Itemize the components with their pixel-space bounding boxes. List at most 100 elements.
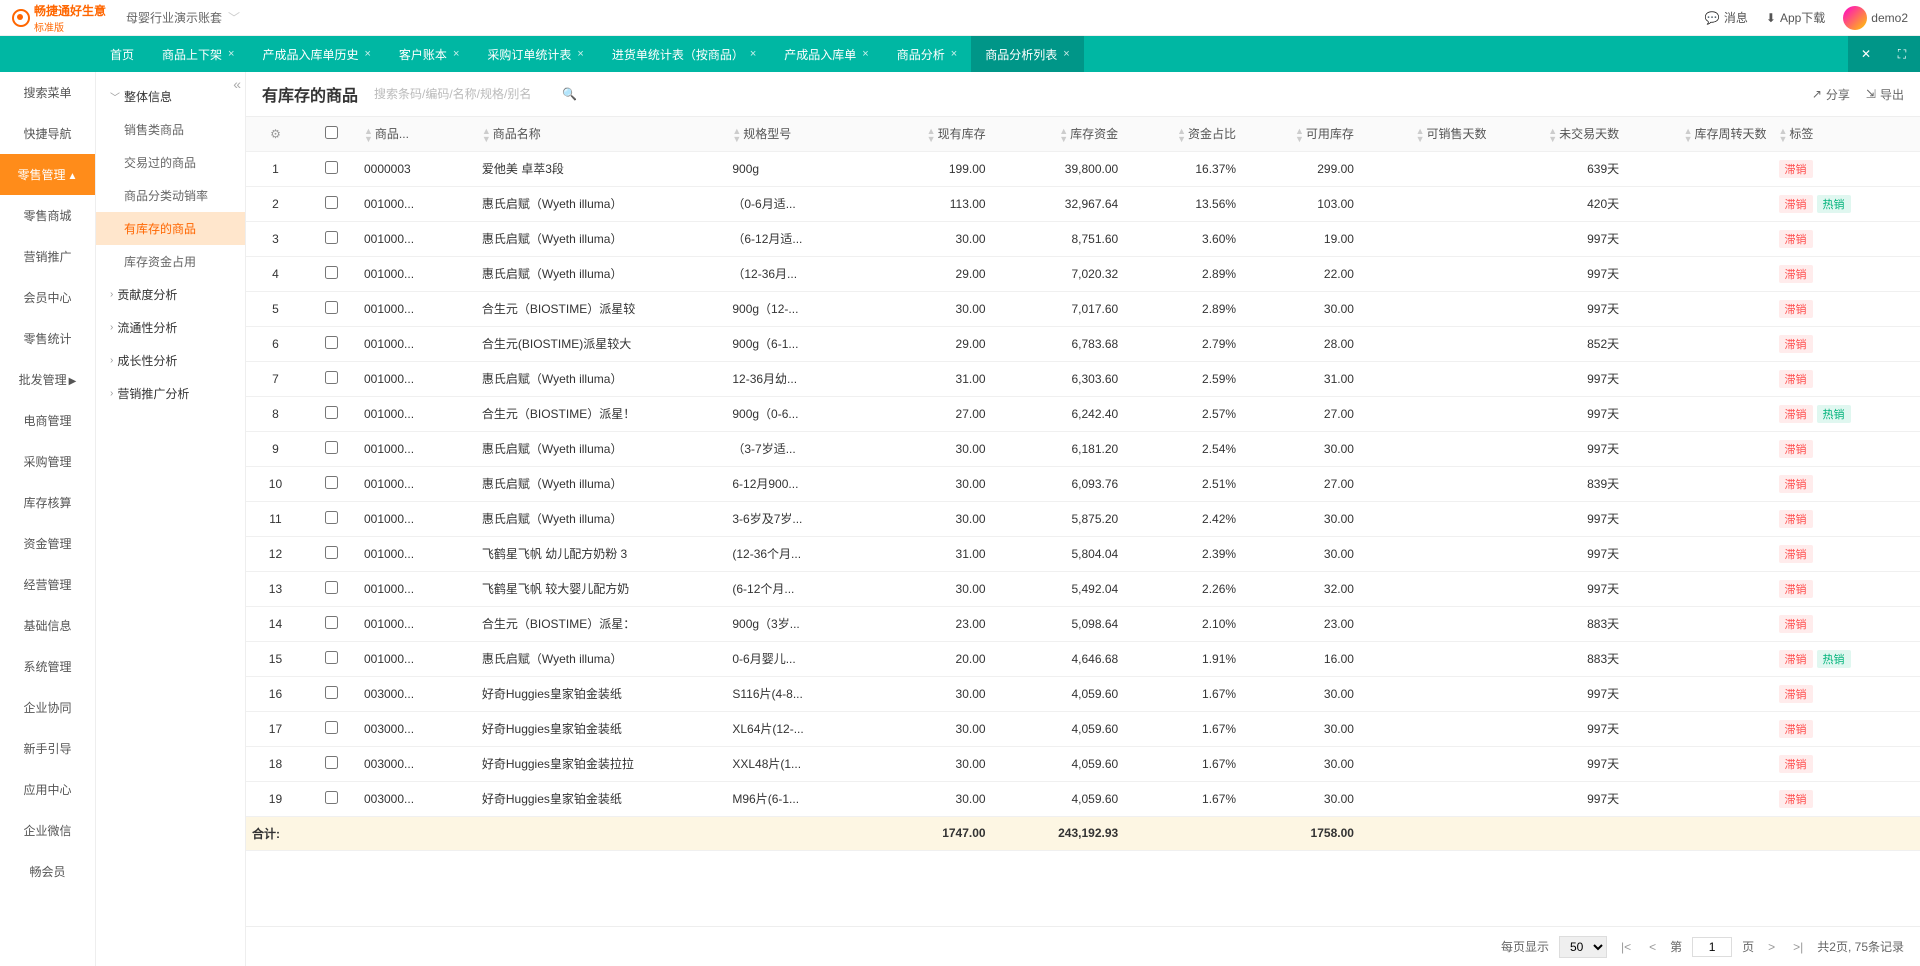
col-turnover[interactable]: ▲▼库存周转天数: [1625, 117, 1772, 151]
close-icon[interactable]: ×: [364, 48, 370, 60]
nav-零售统计[interactable]: 零售统计: [0, 318, 95, 359]
nav-经营管理[interactable]: 经营管理: [0, 564, 95, 605]
nav-电商管理[interactable]: 电商管理: [0, 400, 95, 441]
nav-应用中心[interactable]: 应用中心: [0, 769, 95, 810]
app-download-link[interactable]: ⬇ App下载: [1766, 9, 1825, 26]
leaf-销售类商品[interactable]: 销售类商品: [96, 113, 245, 146]
nav-营销推广[interactable]: 营销推广: [0, 236, 95, 277]
row-checkbox[interactable]: [325, 756, 338, 769]
nav-畅会员[interactable]: 畅会员: [0, 851, 95, 892]
close-icon[interactable]: ×: [1063, 48, 1069, 60]
tab-进货单统计表（按商品）[interactable]: 进货单统计表（按商品）×: [598, 36, 770, 72]
table-row[interactable]: 3001000...惠氏启赋（Wyeth illuma）（6-12月适...30…: [246, 221, 1920, 256]
nav-采购管理[interactable]: 采购管理: [0, 441, 95, 482]
account-selector[interactable]: 母婴行业演示账套 ﹀: [126, 9, 240, 26]
nav-快捷导航[interactable]: 快捷导航: [0, 113, 95, 154]
table-row[interactable]: 15001000...惠氏启赋（Wyeth illuma）0-6月婴儿...20…: [246, 641, 1920, 676]
table-row[interactable]: 2001000...惠氏启赋（Wyeth illuma）（0-6月适...113…: [246, 186, 1920, 221]
tab-产成品入库单历史[interactable]: 产成品入库单历史×: [248, 36, 384, 72]
group-整体信息[interactable]: ﹀整体信息: [96, 80, 245, 113]
row-checkbox[interactable]: [325, 721, 338, 734]
col-name[interactable]: ▲▼商品名称: [476, 117, 727, 151]
table-row[interactable]: 7001000...惠氏启赋（Wyeth illuma）12-36月幼...31…: [246, 361, 1920, 396]
table-row[interactable]: 8001000...合生元（BIOSTIME）派星！900g（0-6...27.…: [246, 396, 1920, 431]
last-page-button[interactable]: >|: [1789, 940, 1807, 954]
close-icon[interactable]: ×: [453, 48, 459, 60]
table-wrap[interactable]: ⚙▲▼商品...▲▼商品名称▲▼规格型号▲▼现有库存▲▼库存资金▲▼资金占比▲▼…: [246, 116, 1920, 926]
row-checkbox[interactable]: [325, 686, 338, 699]
row-checkbox[interactable]: [325, 266, 338, 279]
close-all-tabs-button[interactable]: ✕: [1848, 36, 1884, 72]
tab-产成品入库单[interactable]: 产成品入库单×: [770, 36, 882, 72]
nav-资金管理[interactable]: 资金管理: [0, 523, 95, 564]
nav-批发管理[interactable]: 批发管理▶: [0, 359, 95, 400]
nav-企业协同[interactable]: 企业协同: [0, 687, 95, 728]
close-icon[interactable]: ×: [862, 48, 868, 60]
group-营销推广分析[interactable]: ›营销推广分析: [96, 377, 245, 410]
search-icon[interactable]: 🔍: [562, 87, 577, 101]
per-page-select[interactable]: 50: [1559, 936, 1607, 958]
table-row[interactable]: 14001000...合生元（BIOSTIME）派星：900g（3岁...23.…: [246, 606, 1920, 641]
row-checkbox[interactable]: [325, 616, 338, 629]
nav-搜索菜单[interactable]: 搜索菜单: [0, 72, 95, 113]
col-stock[interactable]: ▲▼现有库存: [874, 117, 992, 151]
row-checkbox[interactable]: [325, 406, 338, 419]
table-row[interactable]: 11001000...惠氏启赋（Wyeth illuma）3-6岁及7岁...3…: [246, 501, 1920, 536]
row-checkbox[interactable]: [325, 336, 338, 349]
select-all-checkbox[interactable]: [325, 126, 338, 139]
row-checkbox[interactable]: [325, 161, 338, 174]
close-icon[interactable]: ×: [228, 48, 234, 60]
nav-会员中心[interactable]: 会员中心: [0, 277, 95, 318]
fullscreen-button[interactable]: ⛶: [1884, 36, 1920, 72]
nav-零售商城[interactable]: 零售商城: [0, 195, 95, 236]
leaf-库存资金占用[interactable]: 库存资金占用: [96, 245, 245, 278]
row-checkbox[interactable]: [325, 546, 338, 559]
row-checkbox[interactable]: [325, 301, 338, 314]
col-avail[interactable]: ▲▼可用库存: [1242, 117, 1360, 151]
col-notrade[interactable]: ▲▼未交易天数: [1493, 117, 1626, 151]
tab-首页[interactable]: 首页: [96, 36, 148, 72]
table-row[interactable]: 10001000...惠氏启赋（Wyeth illuma）6-12月900...…: [246, 466, 1920, 501]
group-贡献度分析[interactable]: ›贡献度分析: [96, 278, 245, 311]
row-checkbox[interactable]: [325, 441, 338, 454]
user-menu[interactable]: demo2: [1843, 6, 1908, 30]
share-button[interactable]: ↗分享: [1812, 86, 1850, 103]
row-checkbox[interactable]: [325, 791, 338, 804]
tab-客户账本[interactable]: 客户账本×: [385, 36, 473, 72]
table-row[interactable]: 10000003爱他美 卓萃3段900g199.0039,800.0016.37…: [246, 151, 1920, 186]
gear-icon[interactable]: ⚙: [270, 127, 281, 141]
nav-新手引导[interactable]: 新手引导: [0, 728, 95, 769]
col-fund[interactable]: ▲▼库存资金: [992, 117, 1125, 151]
leaf-有库存的商品[interactable]: 有库存的商品: [96, 212, 245, 245]
tab-商品分析列表[interactable]: 商品分析列表×: [971, 36, 1083, 72]
nav-库存核算[interactable]: 库存核算: [0, 482, 95, 523]
table-row[interactable]: 4001000...惠氏启赋（Wyeth illuma）（12-36月...29…: [246, 256, 1920, 291]
group-流通性分析[interactable]: ›流通性分析: [96, 311, 245, 344]
tab-商品分析[interactable]: 商品分析×: [883, 36, 971, 72]
row-checkbox[interactable]: [325, 231, 338, 244]
next-page-button[interactable]: >: [1764, 940, 1779, 954]
table-row[interactable]: 13001000...飞鹤星飞帆 较大婴儿配方奶(6-12个月...30.005…: [246, 571, 1920, 606]
row-checkbox[interactable]: [325, 581, 338, 594]
first-page-button[interactable]: |<: [1617, 940, 1635, 954]
page-input[interactable]: [1692, 937, 1732, 957]
close-icon[interactable]: ×: [951, 48, 957, 60]
table-row[interactable]: 12001000...飞鹤星飞帆 幼儿配方奶粉 3(12-36个月...31.0…: [246, 536, 1920, 571]
row-checkbox[interactable]: [325, 511, 338, 524]
table-row[interactable]: 5001000...合生元（BIOSTIME）派星较900g（12-...30.…: [246, 291, 1920, 326]
col-code[interactable]: ▲▼商品...: [358, 117, 476, 151]
prev-page-button[interactable]: <: [1645, 940, 1660, 954]
row-checkbox[interactable]: [325, 651, 338, 664]
col-pct[interactable]: ▲▼资金占比: [1124, 117, 1242, 151]
table-row[interactable]: 9001000...惠氏启赋（Wyeth illuma）（3-7岁适...30.…: [246, 431, 1920, 466]
col-tags[interactable]: ▲▼标签: [1773, 117, 1920, 151]
nav-基础信息[interactable]: 基础信息: [0, 605, 95, 646]
leaf-商品分类动销率[interactable]: 商品分类动销率: [96, 179, 245, 212]
col-saledays[interactable]: ▲▼可销售天数: [1360, 117, 1493, 151]
row-checkbox[interactable]: [325, 476, 338, 489]
collapse-panel-button[interactable]: «: [233, 76, 241, 92]
table-row[interactable]: 19003000...好奇Huggies皇家铂金装纸M96片(6-1...30.…: [246, 781, 1920, 816]
close-icon[interactable]: ×: [750, 48, 756, 60]
messages-link[interactable]: 💬 消息: [1705, 9, 1748, 26]
nav-企业微信[interactable]: 企业微信: [0, 810, 95, 851]
